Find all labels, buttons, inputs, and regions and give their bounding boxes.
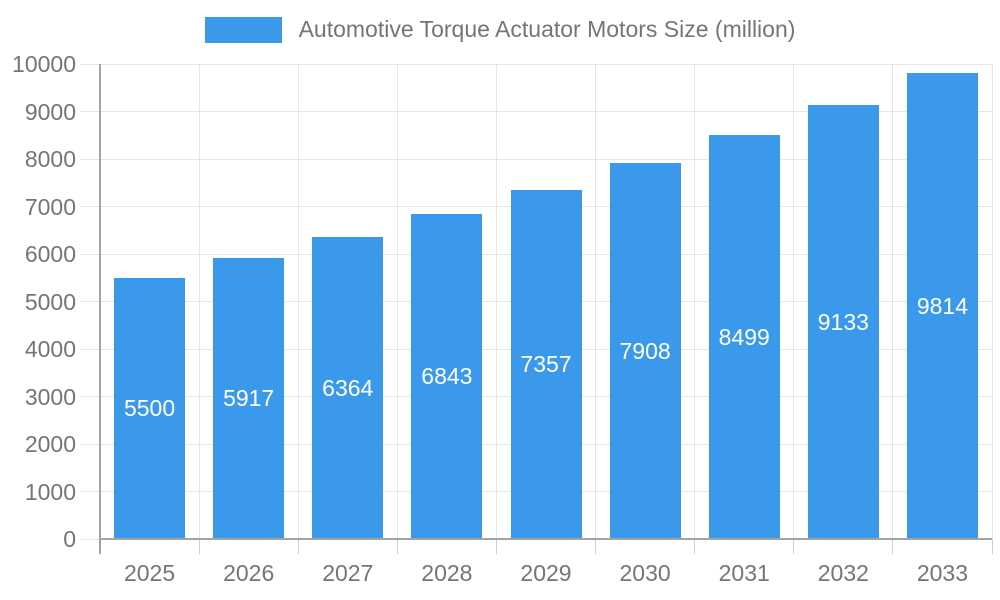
x-gridline (396, 64, 398, 539)
chart-legend[interactable]: Automotive Torque Actuator Motors Size (… (0, 16, 1000, 43)
y-axis-tick-label: 3000 (24, 383, 76, 410)
x-axis-tick (793, 539, 795, 554)
x-gridline (297, 64, 299, 539)
y-gridline (80, 111, 992, 112)
x-axis-tick-label: 2027 (322, 560, 374, 586)
x-axis-tick (297, 539, 299, 554)
bar-2030 (609, 163, 681, 538)
y-axis-tick-label: 9000 (24, 98, 76, 125)
legend-swatch-icon[interactable] (204, 16, 282, 43)
y-axis-tick-label: 7000 (24, 193, 76, 220)
x-axis-tick-label: 2029 (520, 560, 572, 586)
y-axis-tick-label: 10000 (12, 51, 76, 77)
x-axis-tick (198, 539, 200, 554)
x-axis-tick-label: 2033 (916, 560, 969, 586)
bar-2026 (213, 257, 285, 538)
x-gridline (892, 64, 894, 539)
x-gridline (694, 64, 696, 539)
bar-2031 (708, 135, 780, 538)
x-axis-tick-label: 2026 (223, 560, 275, 586)
x-axis-tick (892, 539, 894, 554)
x-axis-tick-label: 2028 (421, 560, 473, 586)
x-axis-tick-label: 2025 (123, 560, 176, 586)
y-axis-tick-label: 1000 (24, 478, 76, 505)
y-axis-tick-label: 2000 (24, 431, 76, 457)
y-gridline (80, 63, 992, 65)
x-gridline (495, 64, 497, 539)
legend-label: Automotive Torque Actuator Motors Size (… (298, 16, 796, 42)
bar-2033 (906, 72, 978, 538)
x-axis-tick (396, 539, 398, 554)
x-axis-line (100, 538, 992, 540)
y-axis-tick-label: 4000 (24, 336, 76, 362)
bar-2028 (411, 213, 483, 538)
y-axis-tick-label: 0 (63, 526, 76, 552)
bar-2029 (510, 189, 582, 538)
y-axis-tick-label: 6000 (24, 241, 76, 267)
x-gridline (595, 64, 597, 539)
bar-2025 (114, 277, 186, 538)
x-axis-tick (495, 539, 497, 554)
y-axis-tick-label: 8000 (24, 146, 76, 172)
x-axis-tick (595, 539, 597, 554)
x-axis-tick (694, 539, 696, 554)
x-gridline (793, 64, 795, 539)
x-axis-tick-label: 2032 (817, 560, 869, 586)
x-axis-tick-label: 2031 (718, 560, 770, 586)
x-gridline (198, 64, 200, 539)
x-axis-tick-label: 2030 (619, 560, 671, 586)
bar-2032 (807, 105, 879, 538)
bar-2027 (312, 236, 384, 538)
y-axis-tick-label: 5000 (24, 288, 76, 315)
x-axis-tick (991, 539, 993, 554)
y-gridline (80, 158, 992, 160)
x-gridline (991, 64, 993, 539)
y-axis-line (99, 64, 101, 554)
